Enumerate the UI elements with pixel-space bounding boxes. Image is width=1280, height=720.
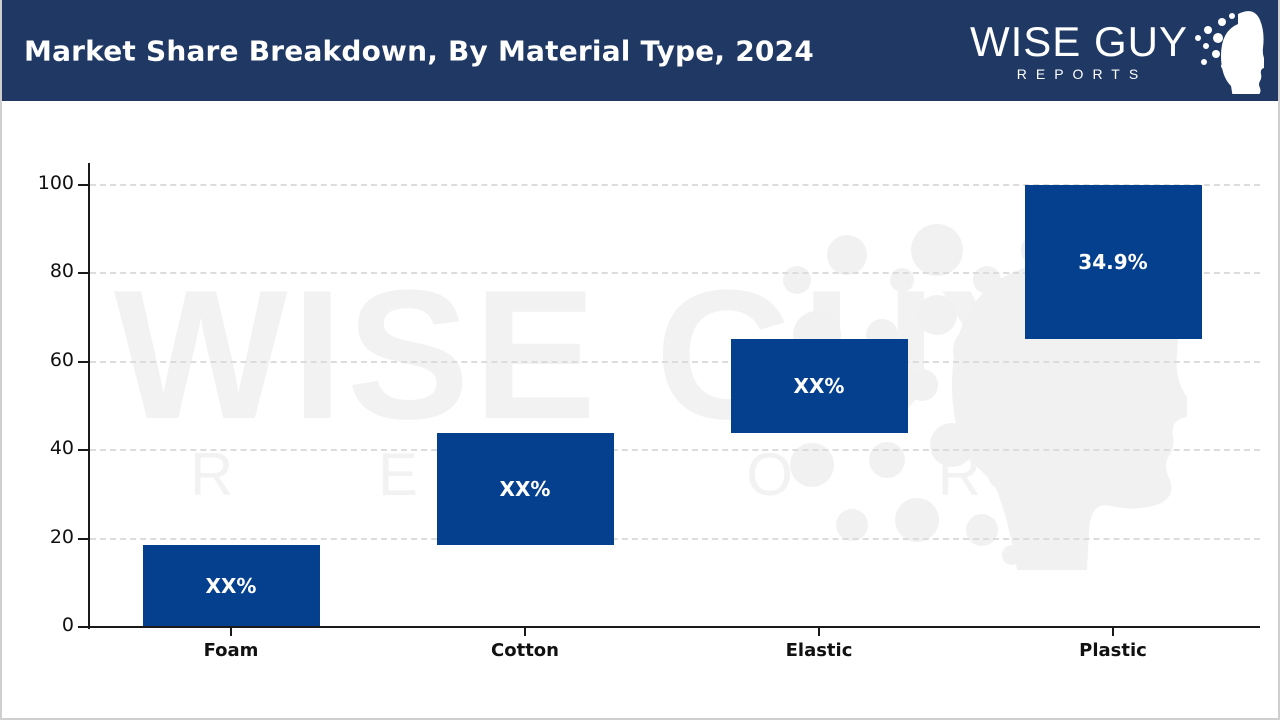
category-label: Plastic [1079, 640, 1147, 661]
y-tick-label: 20 [49, 525, 74, 548]
category-label: Foam [203, 640, 259, 661]
logo-wordmark: WISE GUY REPORTS [969, 18, 1188, 83]
bar: XX% [730, 339, 908, 433]
logo-face-icon [1195, 11, 1264, 94]
category-label: Elastic [785, 640, 853, 661]
y-tick [78, 537, 88, 540]
y-tick [78, 184, 88, 186]
bar-label: XX% [793, 373, 845, 398]
y-axis-spine [88, 163, 90, 629]
y-tick-label: 80 [49, 260, 74, 283]
x-tick [524, 628, 526, 636]
logo-line1: WISE GUY [969, 18, 1188, 65]
y-tick-label: 60 [49, 348, 74, 371]
gridline [90, 360, 1260, 363]
logo-line2: REPORTS [1016, 66, 1148, 82]
gridline [90, 537, 1260, 540]
bar-label: XX% [205, 574, 257, 599]
header: Market Share Breakdown, By Material Type… [2, 0, 1278, 101]
logo: WISE GUY REPORTS [970, 6, 1264, 96]
x-tick [230, 628, 232, 636]
page-title: Market Share Breakdown, By Material Type… [24, 34, 814, 67]
y-tick [78, 449, 88, 452]
bar: 34.9% [1024, 185, 1202, 340]
category-label: Cotton [491, 640, 559, 661]
x-tick [1112, 628, 1114, 636]
y-tick [78, 626, 88, 628]
gridline [90, 449, 1260, 452]
bar: XX% [142, 545, 320, 627]
bar-label: XX% [499, 476, 551, 501]
bar-label: 34.9% [1078, 250, 1148, 275]
y-tick-label: 40 [49, 437, 74, 460]
gridline [90, 184, 1260, 186]
gridline [90, 272, 1260, 275]
bar: XX% [436, 432, 614, 546]
x-tick [818, 628, 820, 636]
y-tick [78, 360, 88, 363]
x-axis-line [84, 626, 1260, 628]
y-tick-label: 0 [61, 614, 74, 636]
y-tick-label: 100 [37, 172, 74, 194]
y-tick [78, 272, 88, 275]
